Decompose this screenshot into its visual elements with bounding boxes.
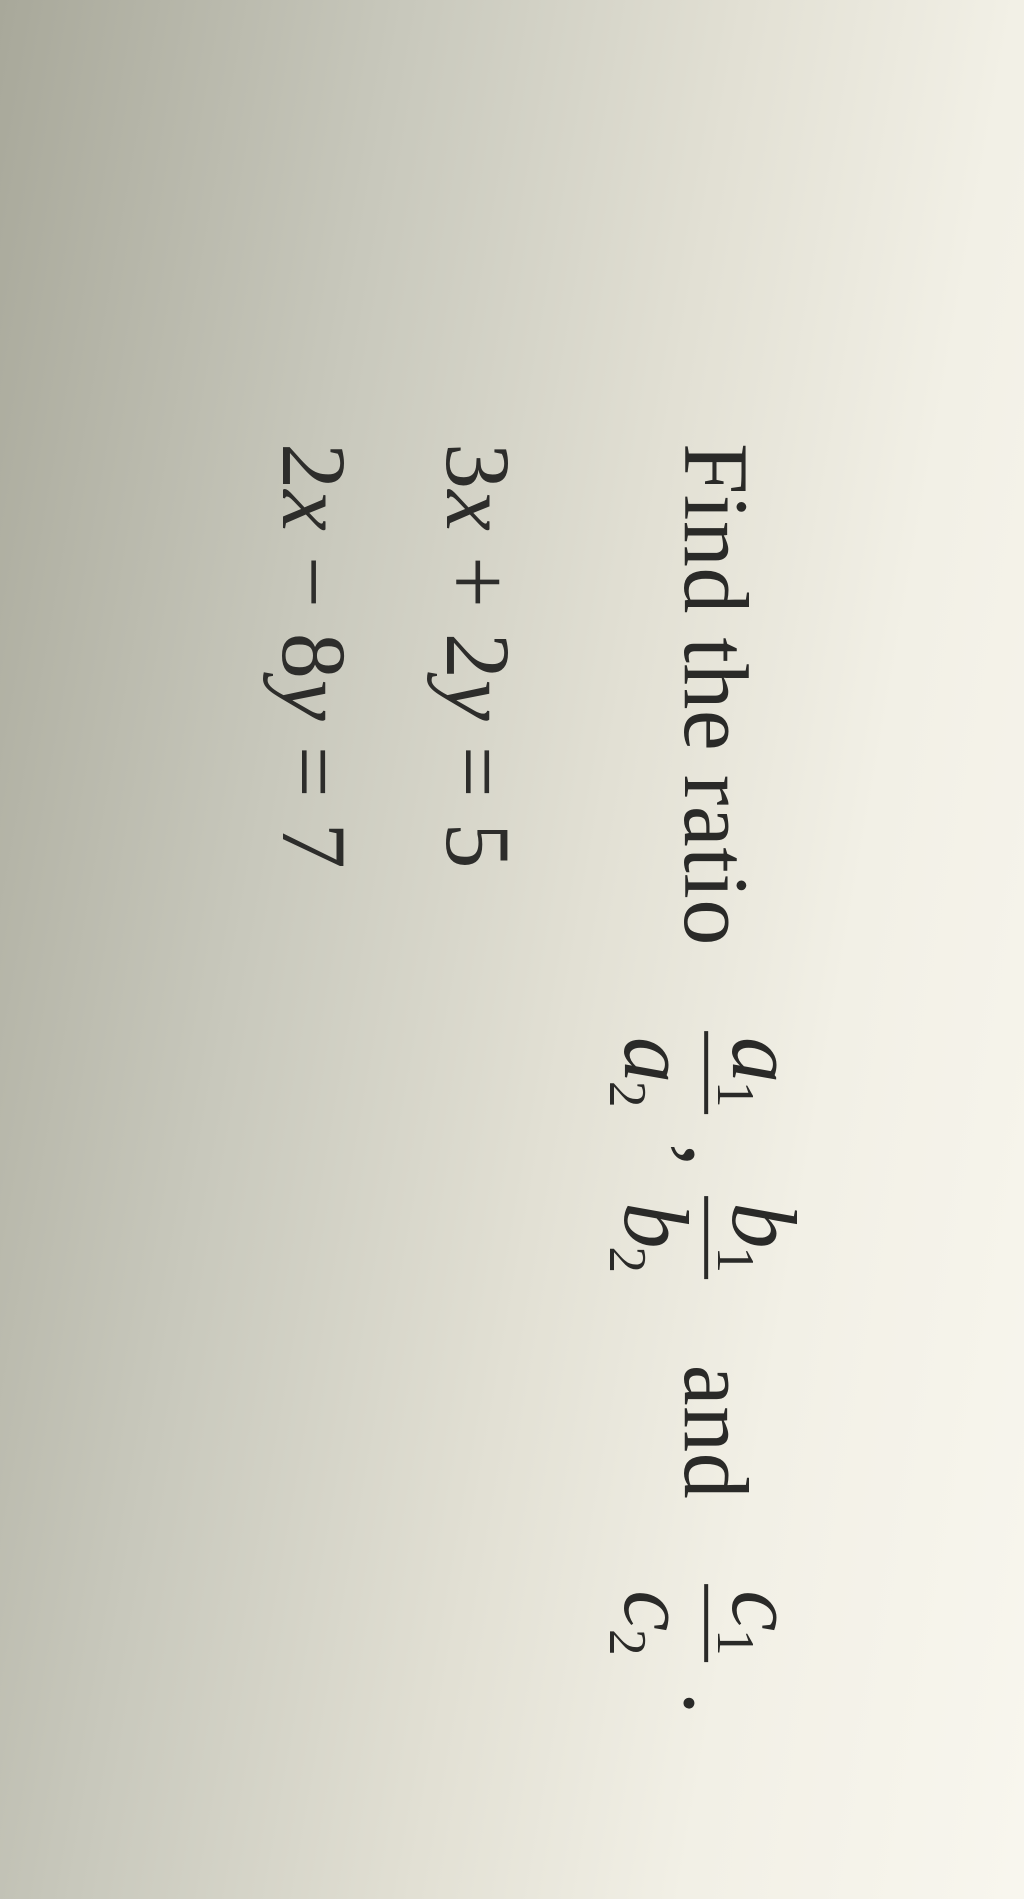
eq1-var2: y <box>427 680 529 722</box>
eq1-op: + <box>427 556 529 609</box>
den-sub: 2 <box>598 1081 658 1108</box>
eq1-coef1: 3 <box>427 443 529 490</box>
eq2-coef1: 2 <box>263 443 365 490</box>
ratio-b-fraction: b1 b2 <box>600 1197 812 1280</box>
and-text: and <box>665 1365 767 1499</box>
ratio-c-denominator: c2 <box>600 1585 704 1663</box>
lead-text: Find the ratio <box>665 443 767 946</box>
num-base: c <box>713 1591 815 1632</box>
ratio-c-fraction: c1 c2 <box>600 1585 812 1663</box>
den-sub: 2 <box>598 1629 658 1656</box>
num-base: a <box>713 1037 815 1084</box>
eq2-equals: = <box>263 746 365 799</box>
ratio-b-denominator: b2 <box>600 1197 704 1280</box>
eq2-op: − <box>263 556 365 609</box>
comma: , <box>665 1144 767 1168</box>
problem-statement: Find the ratio a1 a2 , b1 b2 and c1 <box>600 443 812 1715</box>
ratio-a-fraction: a1 a2 <box>600 1031 812 1114</box>
eq1-var1: x <box>427 490 529 532</box>
num-sub: 1 <box>706 1629 766 1656</box>
eq1-equals: = <box>427 746 529 799</box>
den-base: a <box>605 1037 707 1084</box>
num-base: b <box>713 1203 815 1250</box>
eq2-coef2: 8 <box>263 633 365 680</box>
den-sub: 2 <box>598 1247 658 1274</box>
eq1-coef2: 2 <box>427 633 529 680</box>
eq1-rhs: 5 <box>427 823 529 870</box>
ratio-c-numerator: c1 <box>704 1585 812 1663</box>
num-sub: 1 <box>706 1247 766 1274</box>
num-sub: 1 <box>706 1081 766 1108</box>
page-content: Find the ratio a1 a2 , b1 b2 and c1 <box>212 183 812 1715</box>
eq2-var1: x <box>263 490 365 532</box>
ratio-b-numerator: b1 <box>704 1197 812 1280</box>
ratio-a-denominator: a2 <box>600 1031 704 1114</box>
equation-1: 3x + 2y = 5 <box>416 443 540 1715</box>
period: . <box>665 1692 767 1716</box>
ratio-a-numerator: a1 <box>704 1031 812 1114</box>
den-base: c <box>605 1591 707 1632</box>
eq2-rhs: 7 <box>263 823 365 870</box>
den-base: b <box>605 1203 707 1250</box>
eq2-var2: y <box>263 680 365 722</box>
equation-2: 2x − 8y = 7 <box>252 443 376 1715</box>
